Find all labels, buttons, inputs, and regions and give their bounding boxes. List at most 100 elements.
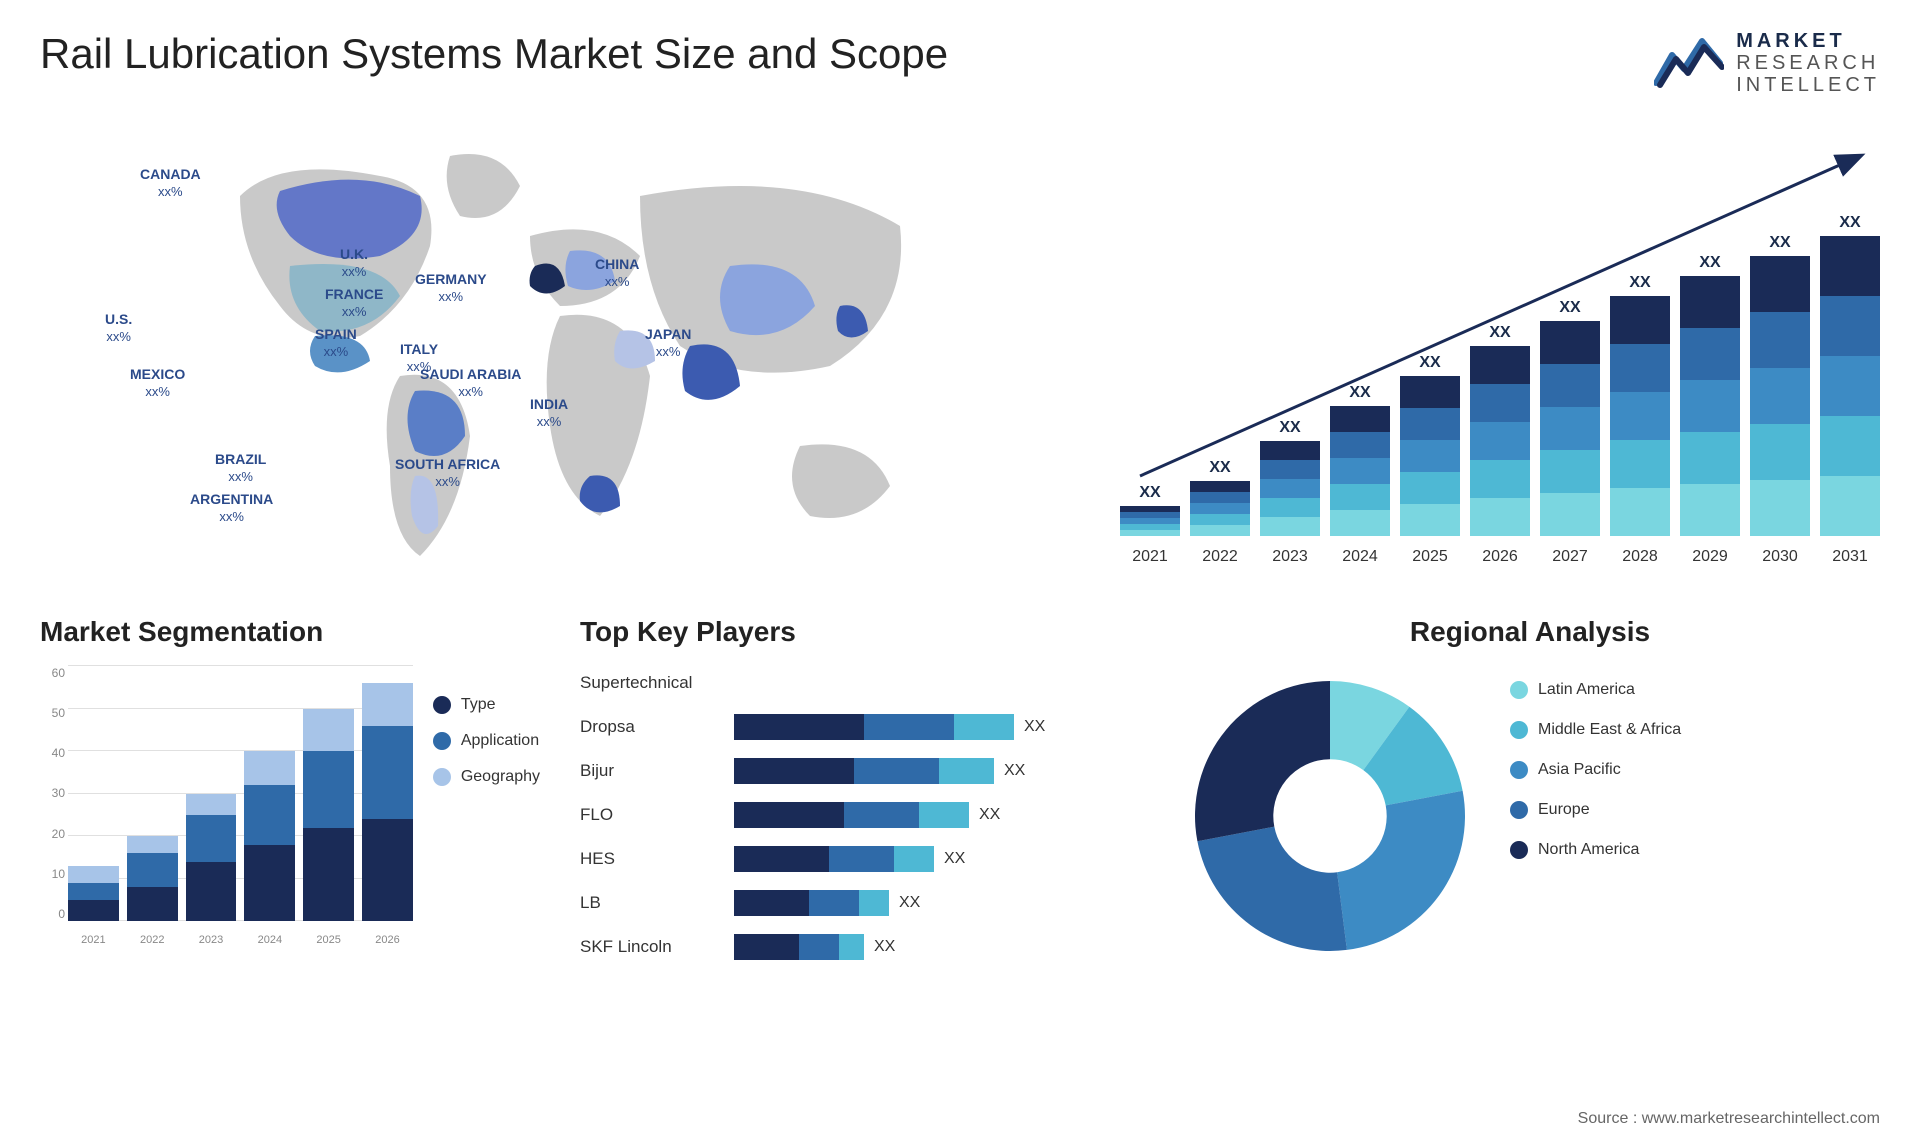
legend-label: Europe <box>1538 801 1590 819</box>
segmentation-chart: 0102030405060 202120222023202420252026 T… <box>40 666 540 946</box>
seg-xlabel: 2022 <box>127 934 178 946</box>
growth-bar-col: XX <box>1470 324 1530 536</box>
seg-xlabel: 2023 <box>186 934 237 946</box>
players-chart: SupertechnicalDropsaXXBijurXXFLOXXHESXXL… <box>580 666 1140 964</box>
growth-bar-col: XX <box>1750 234 1810 536</box>
map-label: CANADAxx% <box>140 166 201 200</box>
growth-chart: XXXXXXXXXXXXXXXXXXXXXX 20212022202320242… <box>1120 136 1880 566</box>
player-bar-wrap: XX <box>734 714 1140 740</box>
player-row: Bijur XX <box>580 754 1140 788</box>
seg-xlabel: 2025 <box>303 934 354 946</box>
growth-bar-year: 2025 <box>1400 548 1460 566</box>
seg-bar <box>303 709 354 922</box>
player-label: Bijur <box>580 761 720 781</box>
map-label: ARGENTINAxx% <box>190 491 273 525</box>
region-legend-item: Europe <box>1510 801 1681 819</box>
map-label: CHINAxx% <box>595 256 639 290</box>
player-bar-wrap: XX <box>734 934 1140 960</box>
player-bar <box>734 714 1014 740</box>
segmentation-legend: Type Application Geography <box>433 666 540 946</box>
growth-bar-col: XX <box>1400 354 1460 536</box>
growth-bar <box>1190 481 1250 536</box>
legend-dot-icon <box>1510 761 1528 779</box>
growth-bar-year: 2031 <box>1820 548 1880 566</box>
growth-bar <box>1260 441 1320 536</box>
growth-bar-value: XX <box>1279 419 1300 437</box>
growth-bar <box>1540 321 1600 536</box>
legend-label: Type <box>461 696 496 714</box>
player-bar-wrap: XX <box>734 890 1140 916</box>
legend-label: Geography <box>461 768 540 786</box>
logo-text: MARKET RESEARCH INTELLECT <box>1736 30 1880 96</box>
player-value: XX <box>1004 762 1025 780</box>
player-bar-wrap: XX <box>734 846 1140 872</box>
seg-bar <box>127 836 178 921</box>
growth-bar-col: XX <box>1120 484 1180 536</box>
seg-ytick: 40 <box>40 746 65 760</box>
growth-bar-value: XX <box>1209 459 1230 477</box>
growth-bar-col: XX <box>1330 384 1390 536</box>
growth-bar-col: XX <box>1680 254 1740 536</box>
seg-legend-item: Geography <box>433 768 540 786</box>
growth-bar-value: XX <box>1349 384 1370 402</box>
source-attribution: Source : www.marketresearchintellect.com <box>1578 1110 1880 1128</box>
header: Rail Lubrication Systems Market Size and… <box>40 30 1880 96</box>
player-label: FLO <box>580 805 720 825</box>
legend-dot-icon <box>1510 721 1528 739</box>
player-label: Supertechnical <box>580 673 720 693</box>
logo-line-2: RESEARCH <box>1736 52 1880 74</box>
player-bar <box>734 802 969 828</box>
growth-bar-year: 2023 <box>1260 548 1320 566</box>
player-bar-wrap: XX <box>734 758 1140 784</box>
map-label: FRANCExx% <box>325 286 383 320</box>
legend-dot-icon <box>433 696 451 714</box>
growth-bar-value: XX <box>1699 254 1720 272</box>
regional-title: Regional Analysis <box>1180 616 1880 648</box>
player-bar <box>734 934 864 960</box>
growth-bar <box>1330 406 1390 536</box>
seg-ytick: 60 <box>40 666 65 680</box>
seg-bar <box>68 866 119 921</box>
players-title: Top Key Players <box>580 616 1140 648</box>
player-label: SKF Lincoln <box>580 937 720 957</box>
growth-bar-col: XX <box>1260 419 1320 536</box>
legend-label: Middle East & Africa <box>1538 721 1681 739</box>
legend-dot-icon <box>1510 681 1528 699</box>
donut-slice <box>1337 791 1465 950</box>
growth-bar <box>1400 376 1460 536</box>
donut-slice <box>1197 827 1347 951</box>
growth-bar-value: XX <box>1419 354 1440 372</box>
seg-ytick: 50 <box>40 706 65 720</box>
page-title: Rail Lubrication Systems Market Size and… <box>40 30 948 78</box>
legend-dot-icon <box>1510 841 1528 859</box>
seg-ytick: 10 <box>40 867 65 881</box>
growth-bar-col: XX <box>1190 459 1250 536</box>
growth-bar <box>1820 236 1880 536</box>
growth-bar-col: XX <box>1540 299 1600 536</box>
bottom-row: Market Segmentation 0102030405060 202120… <box>40 616 1880 966</box>
seg-ytick: 30 <box>40 786 65 800</box>
region-legend-item: Middle East & Africa <box>1510 721 1681 739</box>
region-legend-item: North America <box>1510 841 1681 859</box>
growth-bar-year: 2030 <box>1750 548 1810 566</box>
seg-ytick: 20 <box>40 827 65 841</box>
seg-bar <box>186 794 237 922</box>
legend-dot-icon <box>433 768 451 786</box>
map-label: INDIAxx% <box>530 396 568 430</box>
growth-bar <box>1610 296 1670 536</box>
player-row: HES XX <box>580 842 1140 876</box>
map-label: MEXICOxx% <box>130 366 185 400</box>
player-label: HES <box>580 849 720 869</box>
growth-bar-year: 2027 <box>1540 548 1600 566</box>
seg-bar <box>362 683 413 921</box>
map-label: U.K.xx% <box>340 246 368 280</box>
growth-bar <box>1470 346 1530 536</box>
segmentation-panel: Market Segmentation 0102030405060 202120… <box>40 616 540 966</box>
region-legend-item: Latin America <box>1510 681 1681 699</box>
player-value: XX <box>874 938 895 956</box>
map-label: SPAINxx% <box>315 326 357 360</box>
legend-label: Application <box>461 732 539 750</box>
region-legend-item: Asia Pacific <box>1510 761 1681 779</box>
player-value: XX <box>944 850 965 868</box>
top-row: CANADAxx%U.S.xx%MEXICOxx%BRAZILxx%ARGENT… <box>40 136 1880 566</box>
